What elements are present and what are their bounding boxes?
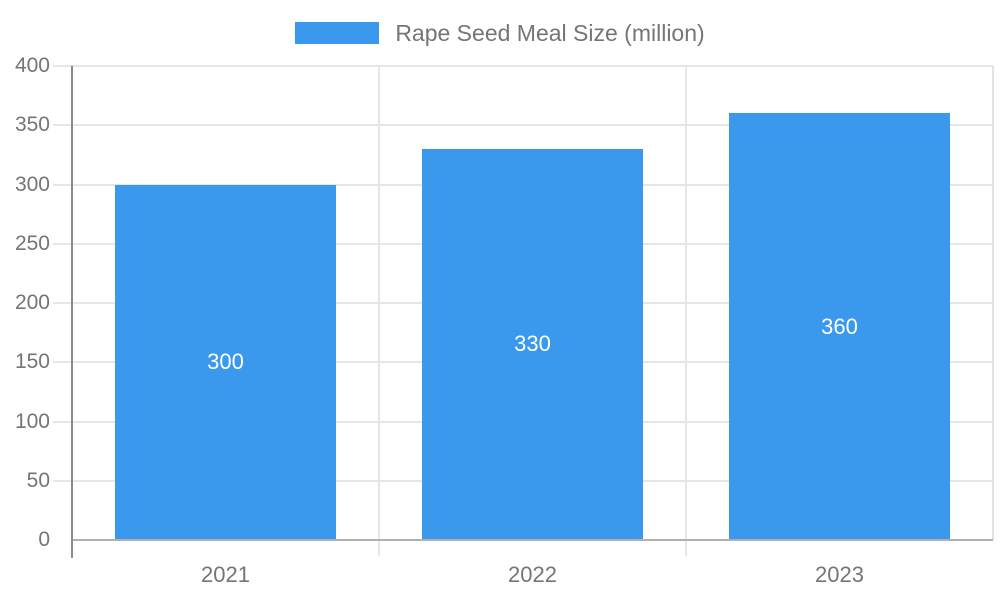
y-tick-label: 150 [14, 350, 50, 374]
legend-label: Rape Seed Meal Size (million) [395, 19, 705, 46]
bar-value-label: 360 [821, 313, 858, 339]
bar-2022 [422, 148, 643, 540]
y-tick-label: 400 [14, 54, 50, 77]
y-tick-label: 300 [14, 172, 50, 196]
y-tick-label: 0 [38, 528, 50, 551]
category-boundary-line [378, 66, 380, 556]
chart-legend: Rape Seed Meal Size (million) [0, 18, 1000, 48]
bar-2023 [729, 113, 950, 540]
y-tick-label: 200 [14, 291, 50, 314]
legend-swatch [295, 22, 380, 44]
y-tick-label: 250 [14, 231, 50, 255]
y-tick-label: 100 [14, 409, 50, 433]
x-tick-label: 2023 [815, 562, 864, 587]
bar-value-label: 300 [207, 349, 244, 375]
y-tick-label: 50 [26, 468, 50, 492]
gridline-y-400 [53, 65, 993, 67]
x-tick-label: 2021 [201, 562, 250, 587]
category-boundary-line [685, 66, 687, 556]
bar-2021 [115, 184, 336, 540]
x-tick-label: 2022 [508, 562, 557, 587]
y-axis [71, 66, 73, 558]
x-axis [72, 539, 993, 541]
plot-right-border [992, 66, 994, 540]
y-tick-label: 350 [14, 113, 50, 137]
gridline-y-350 [53, 124, 993, 127]
bar-value-label: 330 [514, 331, 551, 357]
